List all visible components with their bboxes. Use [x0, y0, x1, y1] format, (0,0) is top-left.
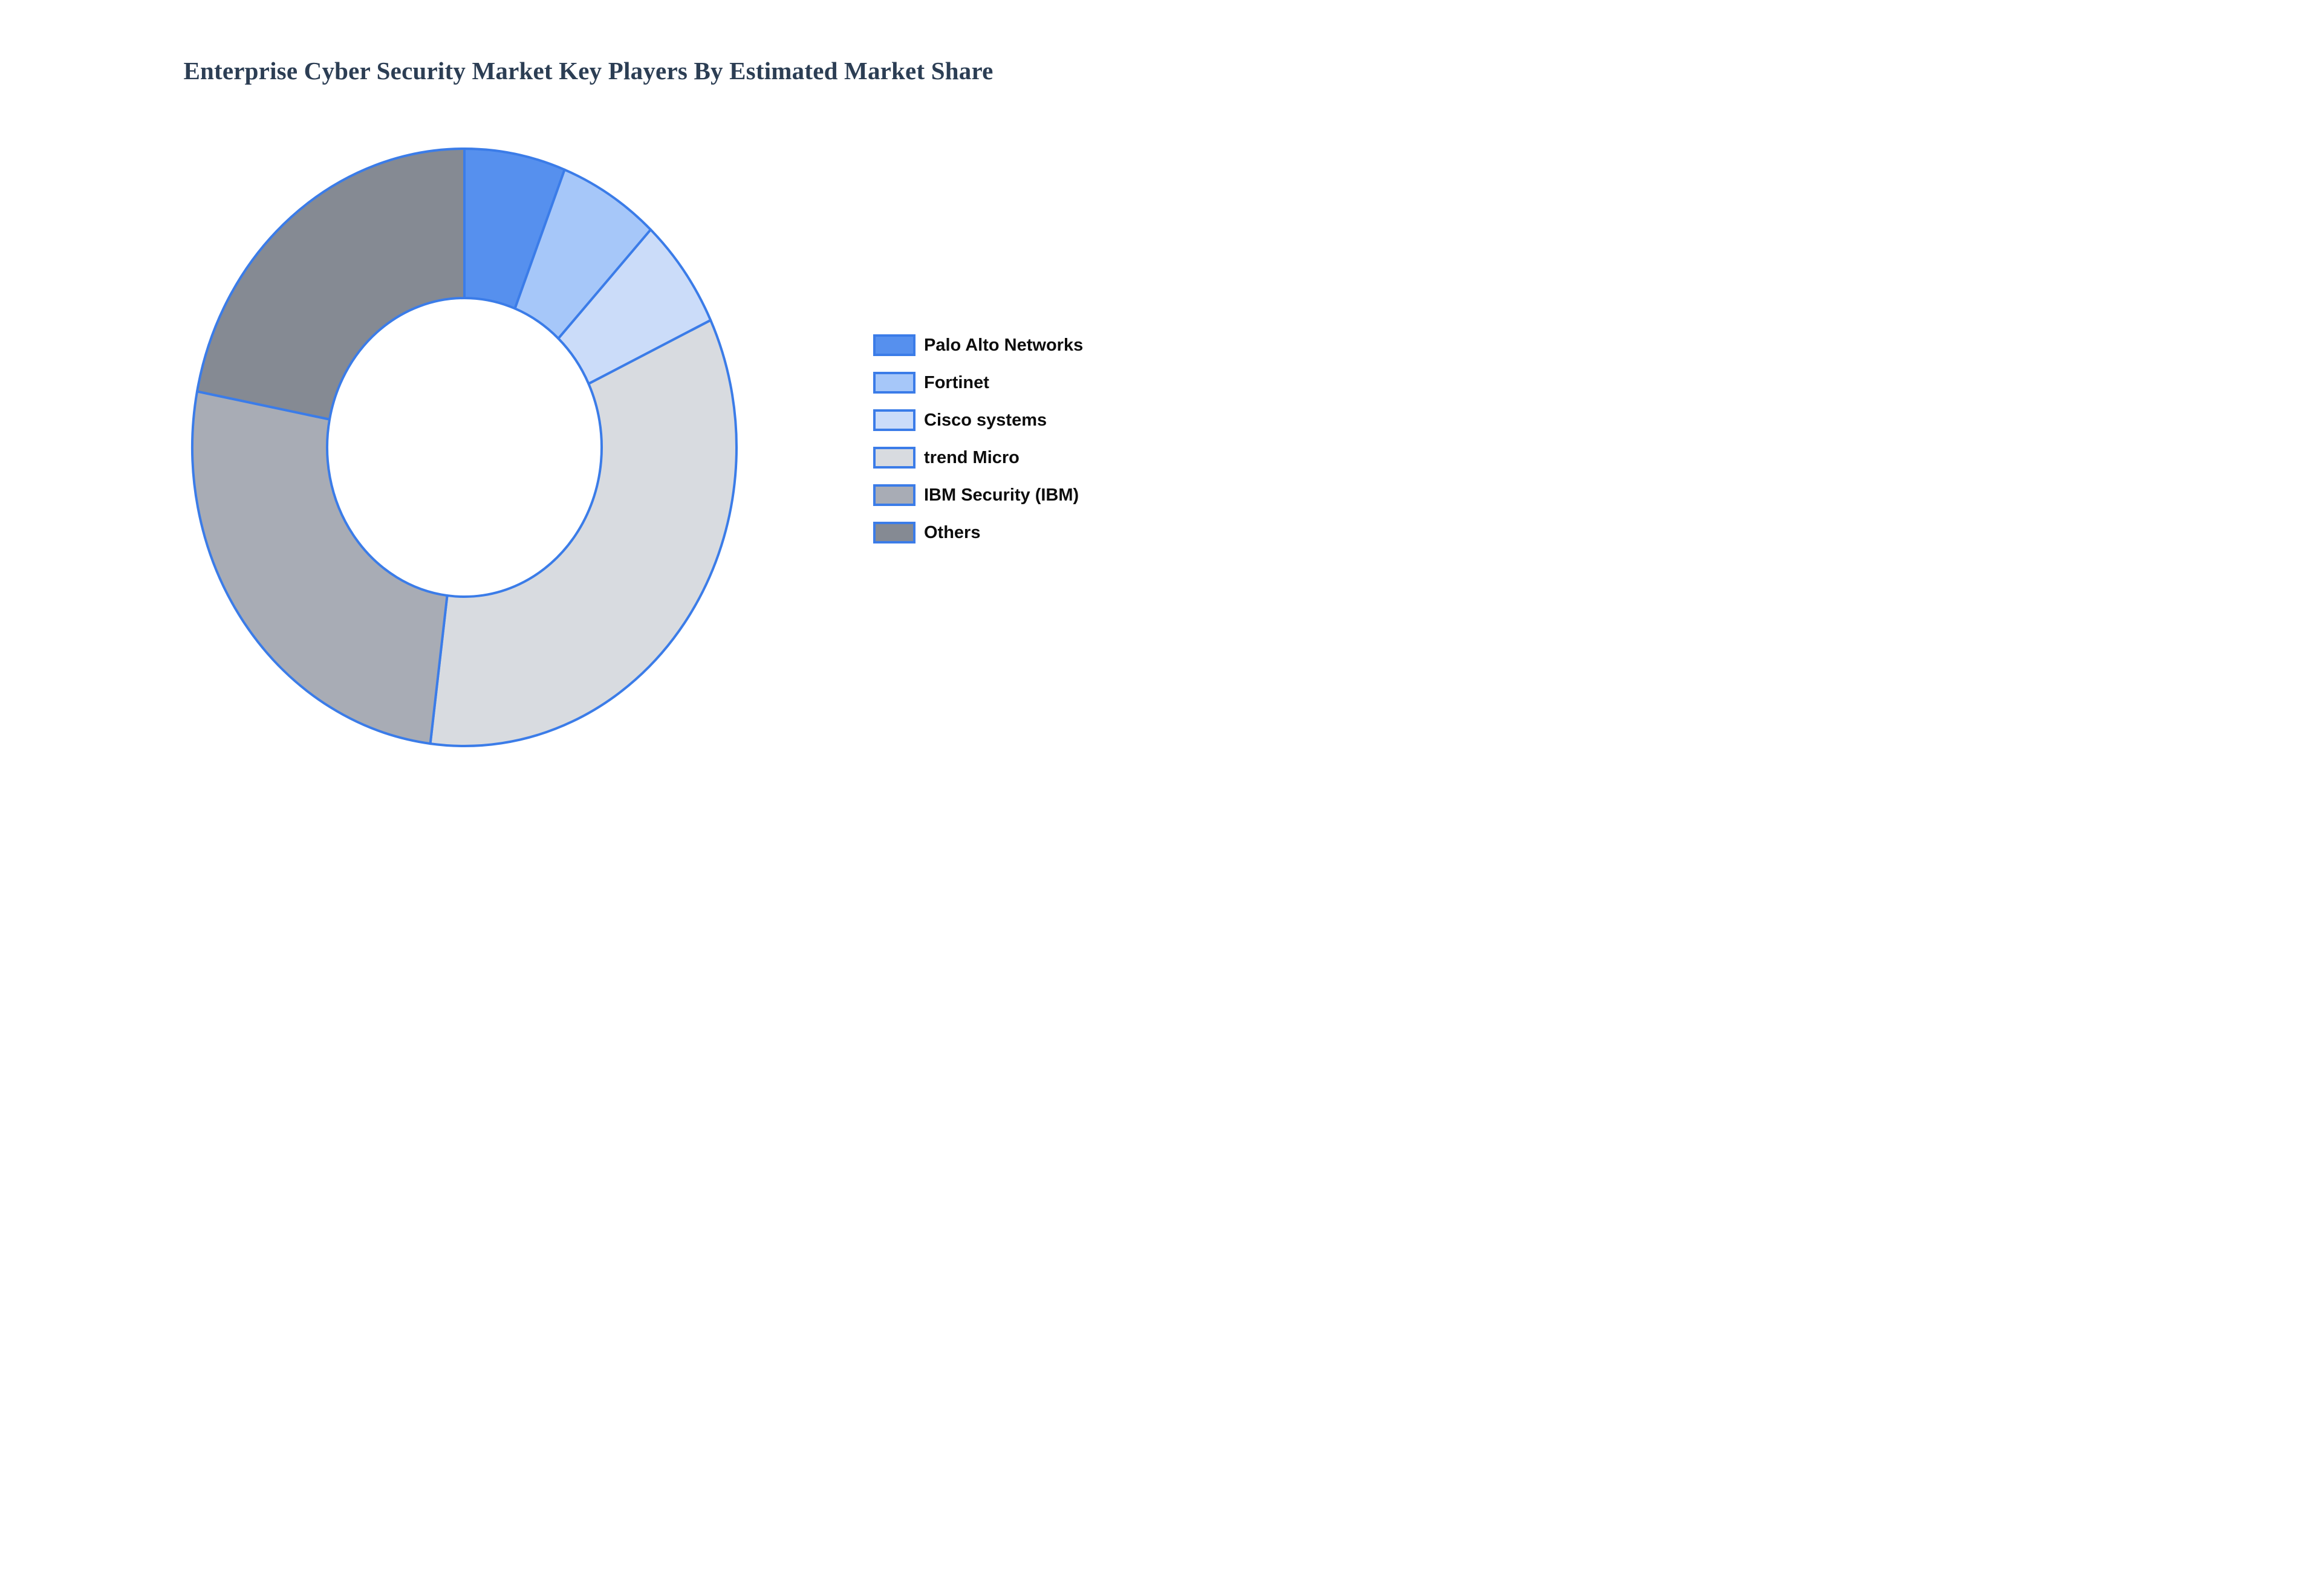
donut-slice-others: [195, 148, 466, 421]
legend-item-label: trend Micro: [924, 448, 1020, 467]
donut-chart: [191, 148, 738, 747]
legend-item: IBM Security (IBM): [873, 484, 1083, 506]
legend-item: Cisco systems: [873, 409, 1083, 431]
legend-item-label: Cisco systems: [924, 410, 1047, 430]
legend-swatch: [873, 484, 915, 506]
donut-slice-trend-micro: [429, 319, 738, 747]
legend-swatch: [873, 334, 915, 356]
legend-item-label: Others: [924, 523, 981, 542]
legend-item-label: Fortinet: [924, 373, 989, 392]
chart-figure: Enterprise Cyber Security Market Key Pla…: [0, 0, 1161, 798]
legend: Palo Alto Networks Fortinet Cisco system…: [873, 334, 1083, 559]
chart-title: Enterprise Cyber Security Market Key Pla…: [183, 57, 994, 85]
legend-item-label: Palo Alto Networks: [924, 336, 1084, 355]
donut-slice-ibm-security-ibm: [191, 390, 449, 745]
legend-swatch: [873, 372, 915, 394]
legend-item: Fortinet: [873, 372, 1083, 394]
legend-item: Others: [873, 522, 1083, 543]
legend-item-label: IBM Security (IBM): [924, 485, 1079, 505]
legend-swatch: [873, 409, 915, 431]
legend-swatch: [873, 522, 915, 543]
legend-item: Palo Alto Networks: [873, 334, 1083, 356]
legend-swatch: [873, 447, 915, 469]
legend-item: trend Micro: [873, 447, 1083, 469]
